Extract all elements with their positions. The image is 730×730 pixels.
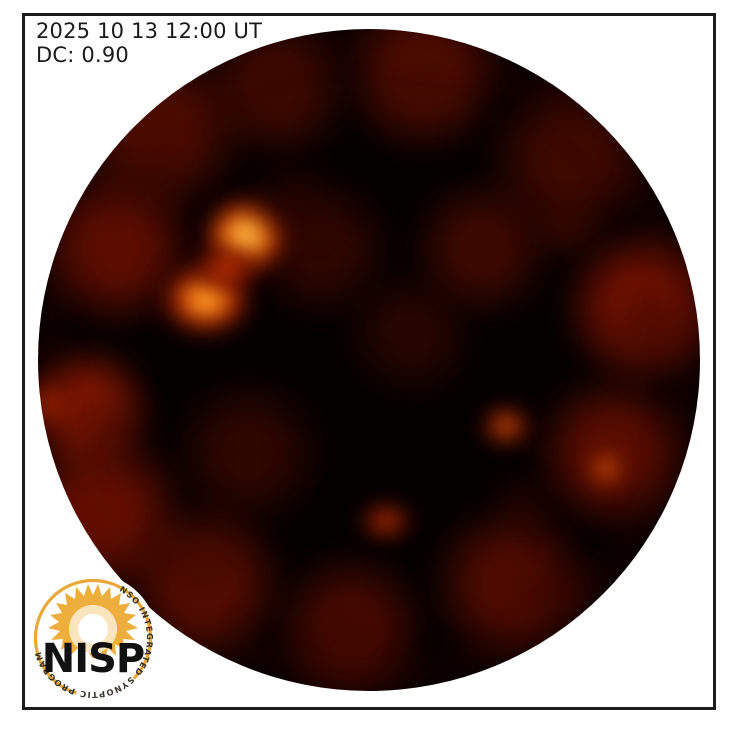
logo-wordmark: NISP: [42, 636, 144, 682]
limb-darkening: [38, 29, 700, 691]
feature-plage-center-right: [480, 406, 532, 446]
logo-sun-hole: [78, 614, 108, 644]
feature-faint-patch-lower-left: [156, 528, 244, 592]
timestamp-label: 2025 10 13 12:00 UT: [36, 19, 263, 43]
feature-plage-lower-center: [360, 504, 412, 538]
logo-sun-graphic: [48, 584, 138, 660]
nisp-logo-svg: NSO INTEGRATED SYNOPTIC PROGRAM NISP: [29, 574, 157, 702]
feature-active-region-bridge: [192, 246, 260, 290]
feature-faint-patch-left: [66, 394, 154, 466]
feature-faint-patch-upper-left: [110, 140, 190, 200]
feature-plage-lower-mid: [503, 489, 543, 519]
duty-cycle-label: DC: 0.90: [36, 42, 129, 67]
feature-coronal-hole-center: [280, 328, 440, 452]
feature-faint-patch-bottom: [282, 612, 378, 668]
feature-active-region-plume-northeast: [246, 166, 334, 234]
feature-faint-patch-right-limb: [606, 284, 694, 376]
logo-outer-ring: [33, 578, 153, 698]
nisp-logo: NSO INTEGRATED SYNOPTIC PROGRAM NISP: [26, 571, 160, 705]
feature-faint-patch-top: [370, 56, 470, 124]
feature-plage-lower-right: [584, 444, 628, 492]
feature-plage-upper-right: [540, 214, 592, 250]
